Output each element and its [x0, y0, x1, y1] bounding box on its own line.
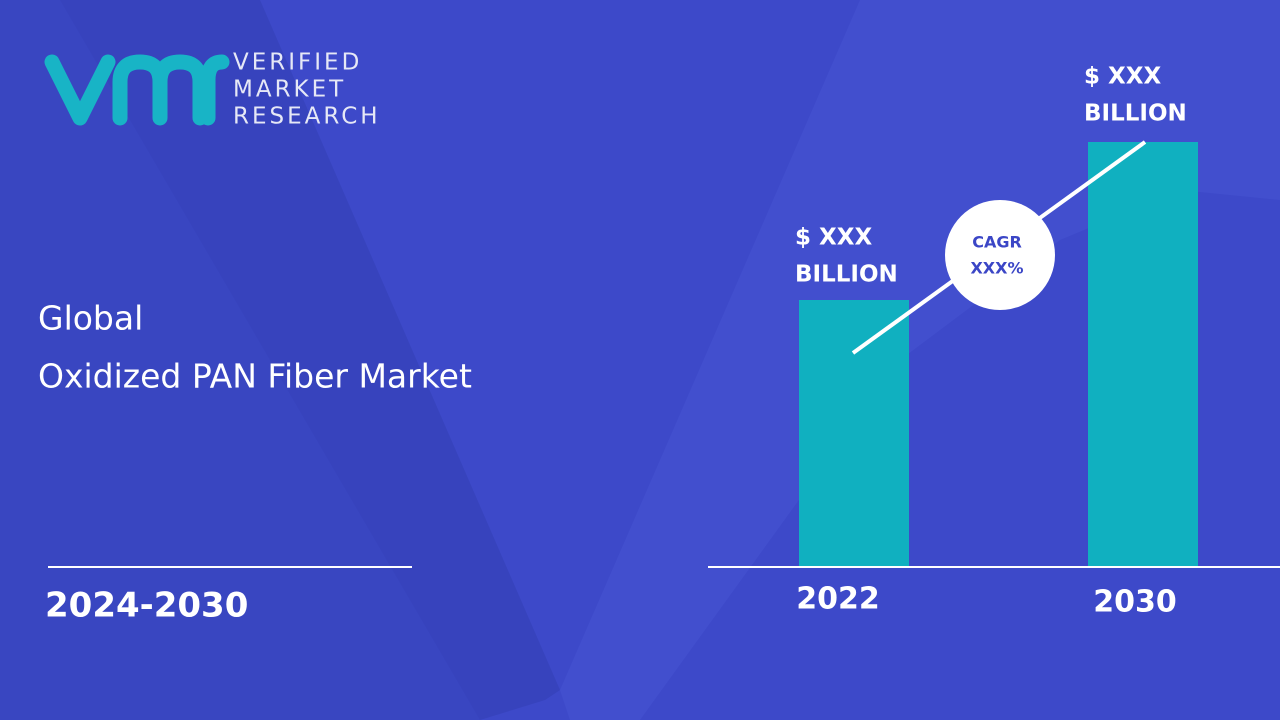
logo: [44, 54, 230, 126]
cagr-label: CAGR: [972, 233, 1022, 252]
logo-text: MARKET: [233, 77, 346, 103]
year-label: 2022: [796, 582, 880, 617]
background-shape: [0, 0, 480, 720]
logo-text: RESEARCH: [233, 104, 381, 130]
value-label: $ XXX: [1084, 64, 1161, 90]
cagr-badge: [945, 200, 1055, 310]
background-v-left: [60, 0, 560, 720]
title-line: Oxidized PAN Fiber Market: [38, 357, 472, 396]
value-label: $ XXX: [795, 225, 872, 251]
value-label: BILLION: [795, 262, 898, 288]
logo-m: [112, 54, 208, 126]
title-line: Global: [38, 299, 143, 338]
year-label: 2030: [1093, 585, 1177, 620]
period: 2024-2030: [45, 586, 248, 626]
cagr-value: XXX%: [970, 259, 1023, 278]
logo-text: VERIFIED: [233, 50, 362, 76]
bar: [799, 300, 909, 567]
value-label: BILLION: [1084, 101, 1187, 127]
bar: [1088, 142, 1198, 567]
logo-v: [44, 54, 116, 126]
logo-r: [200, 54, 230, 126]
